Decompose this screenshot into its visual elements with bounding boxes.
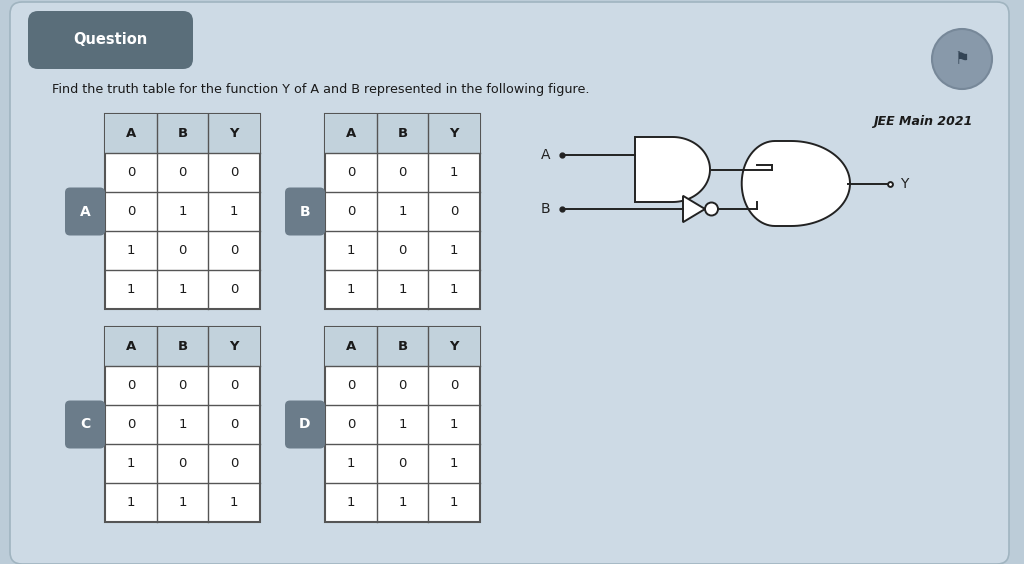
FancyBboxPatch shape (28, 11, 193, 69)
Polygon shape (635, 137, 710, 202)
Text: B: B (177, 127, 187, 140)
Text: 1: 1 (178, 205, 186, 218)
Text: Y: Y (229, 340, 239, 353)
Text: C: C (80, 417, 90, 431)
Text: A: A (541, 148, 550, 162)
Text: 1: 1 (450, 418, 459, 431)
Text: 1: 1 (346, 457, 355, 470)
Bar (105, 327, 260, 366)
Bar (325, 327, 480, 522)
Text: 0: 0 (230, 418, 239, 431)
Text: 0: 0 (178, 166, 186, 179)
Text: 1: 1 (346, 496, 355, 509)
Text: 0: 0 (178, 379, 186, 392)
Text: 0: 0 (398, 166, 407, 179)
Text: 0: 0 (347, 379, 355, 392)
Text: 0: 0 (127, 379, 135, 392)
Text: 1: 1 (450, 496, 459, 509)
Text: 1: 1 (178, 496, 186, 509)
Text: B: B (300, 205, 310, 218)
Text: 1: 1 (178, 283, 186, 296)
Bar (325, 114, 480, 309)
Text: 0: 0 (127, 205, 135, 218)
Text: Question: Question (74, 32, 147, 47)
Text: 1: 1 (398, 418, 407, 431)
Text: 0: 0 (230, 283, 239, 296)
Text: ⚑: ⚑ (954, 50, 970, 68)
Text: Y: Y (900, 177, 908, 191)
Text: Find the truth table for the function Y of A and B represented in the following : Find the truth table for the function Y … (52, 82, 590, 95)
Bar (325, 327, 480, 366)
Text: A: A (126, 340, 136, 353)
Text: 0: 0 (347, 205, 355, 218)
Text: Y: Y (229, 127, 239, 140)
Circle shape (932, 29, 992, 89)
Text: B: B (397, 340, 408, 353)
Text: 0: 0 (230, 379, 239, 392)
Text: 1: 1 (346, 244, 355, 257)
Text: 0: 0 (178, 244, 186, 257)
Text: A: A (346, 340, 356, 353)
Text: D: D (299, 417, 310, 431)
Text: A: A (80, 205, 90, 218)
Text: B: B (177, 340, 187, 353)
Text: 1: 1 (346, 283, 355, 296)
Text: 1: 1 (230, 205, 239, 218)
Polygon shape (683, 196, 705, 222)
Text: 0: 0 (127, 418, 135, 431)
Text: 1: 1 (230, 496, 239, 509)
Text: 1: 1 (127, 457, 135, 470)
Text: 0: 0 (398, 379, 407, 392)
Bar (105, 327, 260, 522)
FancyBboxPatch shape (285, 400, 325, 448)
FancyBboxPatch shape (10, 2, 1009, 564)
Text: 0: 0 (398, 457, 407, 470)
FancyBboxPatch shape (65, 400, 105, 448)
Bar (105, 114, 260, 153)
FancyBboxPatch shape (65, 187, 105, 236)
Text: Y: Y (450, 340, 459, 353)
Text: 0: 0 (450, 379, 459, 392)
Text: 1: 1 (450, 244, 459, 257)
Text: Y: Y (450, 127, 459, 140)
Text: 1: 1 (398, 496, 407, 509)
Text: A: A (346, 127, 356, 140)
Text: 1: 1 (450, 283, 459, 296)
Text: 1: 1 (398, 205, 407, 218)
Text: B: B (541, 202, 550, 216)
Bar (635, 137, 673, 202)
Text: 1: 1 (127, 496, 135, 509)
Text: 0: 0 (450, 205, 459, 218)
Text: 1: 1 (127, 244, 135, 257)
Text: 1: 1 (398, 283, 407, 296)
Bar (105, 114, 260, 309)
Text: 0: 0 (127, 166, 135, 179)
FancyBboxPatch shape (285, 187, 325, 236)
Bar (325, 114, 480, 153)
Text: B: B (397, 127, 408, 140)
Text: 0: 0 (230, 457, 239, 470)
Text: 0: 0 (347, 166, 355, 179)
Text: 1: 1 (450, 457, 459, 470)
Text: 1: 1 (450, 166, 459, 179)
Text: A: A (126, 127, 136, 140)
Text: 0: 0 (230, 166, 239, 179)
Polygon shape (741, 141, 850, 226)
Text: 1: 1 (127, 283, 135, 296)
Text: 1: 1 (178, 418, 186, 431)
Circle shape (705, 202, 718, 215)
Text: 0: 0 (178, 457, 186, 470)
Text: JEE Main 2021: JEE Main 2021 (872, 116, 972, 129)
Text: 0: 0 (398, 244, 407, 257)
Text: 0: 0 (347, 418, 355, 431)
Text: 0: 0 (230, 244, 239, 257)
